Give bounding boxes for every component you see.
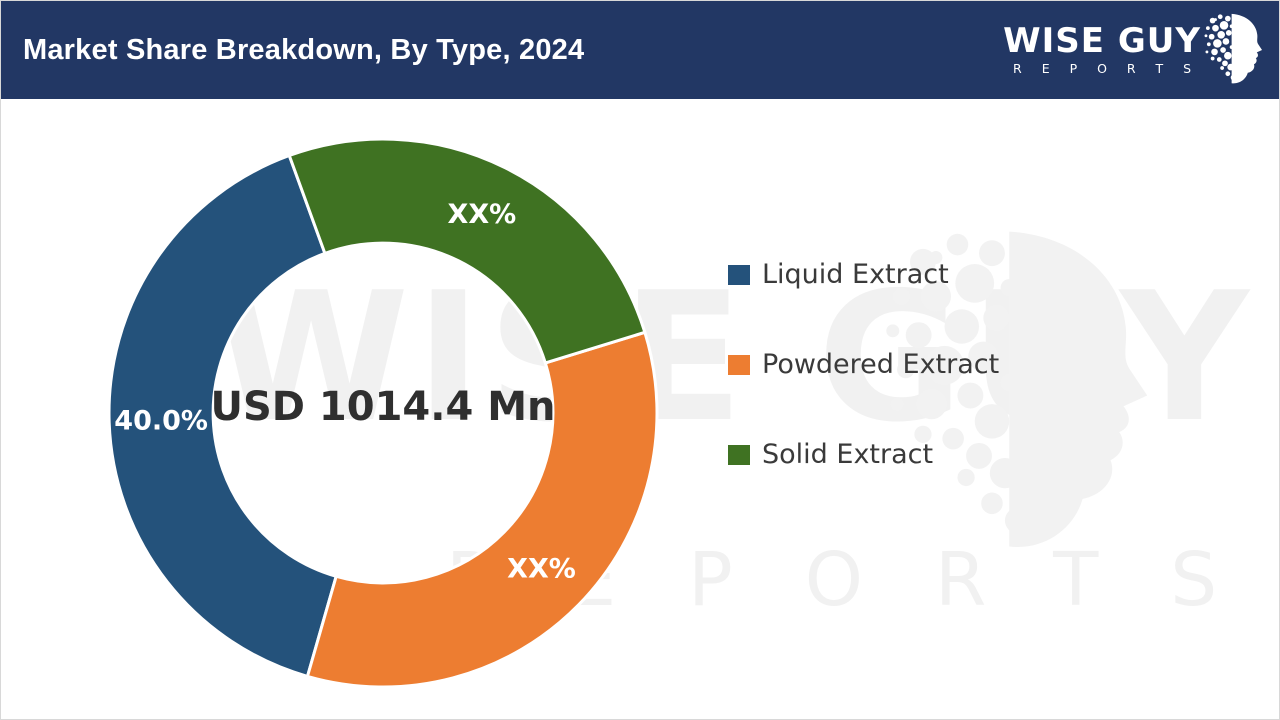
legend-swatch-powdered-extract <box>728 355 750 375</box>
chart-center-value: USD 1014.4 Mn <box>210 384 556 430</box>
pie-slice-solid-extract <box>287 137 647 365</box>
legend-item-liquid-extract: Liquid Extract <box>728 261 999 289</box>
wiseguy-reports-logo: WISE GUY R E P O R T S <box>1003 12 1265 88</box>
legend-label: Solid Extract <box>762 439 934 470</box>
pie-slice-powdered-extract <box>305 330 659 689</box>
legend-label: Powdered Extract <box>762 349 1000 380</box>
pie-slice-liquid-extract <box>107 154 338 678</box>
header: Market Share Breakdown, By Type, 2024 WI… <box>1 1 1279 99</box>
page-title: Market Share Breakdown, By Type, 2024 <box>23 33 585 66</box>
logo-wordmark: WISE GUY <box>1003 21 1201 62</box>
logo-face-dots-icon <box>1203 12 1265 88</box>
logo-text: WISE GUY R E P O R T S <box>1003 24 1201 76</box>
legend-swatch-liquid-extract <box>728 265 750 285</box>
donut-chart: 40.0% XX% XX% <box>107 137 659 689</box>
legend-label: Liquid Extract <box>762 259 949 290</box>
legend-item-solid-extract: Solid Extract <box>728 441 999 469</box>
legend-item-powdered-extract: Powdered Extract <box>728 351 999 379</box>
pie-slice-label-liquid-extract: 40.0% <box>114 406 208 437</box>
pie-slice-label-powdered-extract: XX% <box>507 553 576 584</box>
chart-legend: Liquid Extract Powdered Extract Solid Ex… <box>728 261 999 469</box>
logo-subtitle: R E P O R T S <box>1013 61 1200 77</box>
legend-swatch-solid-extract <box>728 445 750 465</box>
pie-slice-label-solid-extract: XX% <box>448 199 517 230</box>
